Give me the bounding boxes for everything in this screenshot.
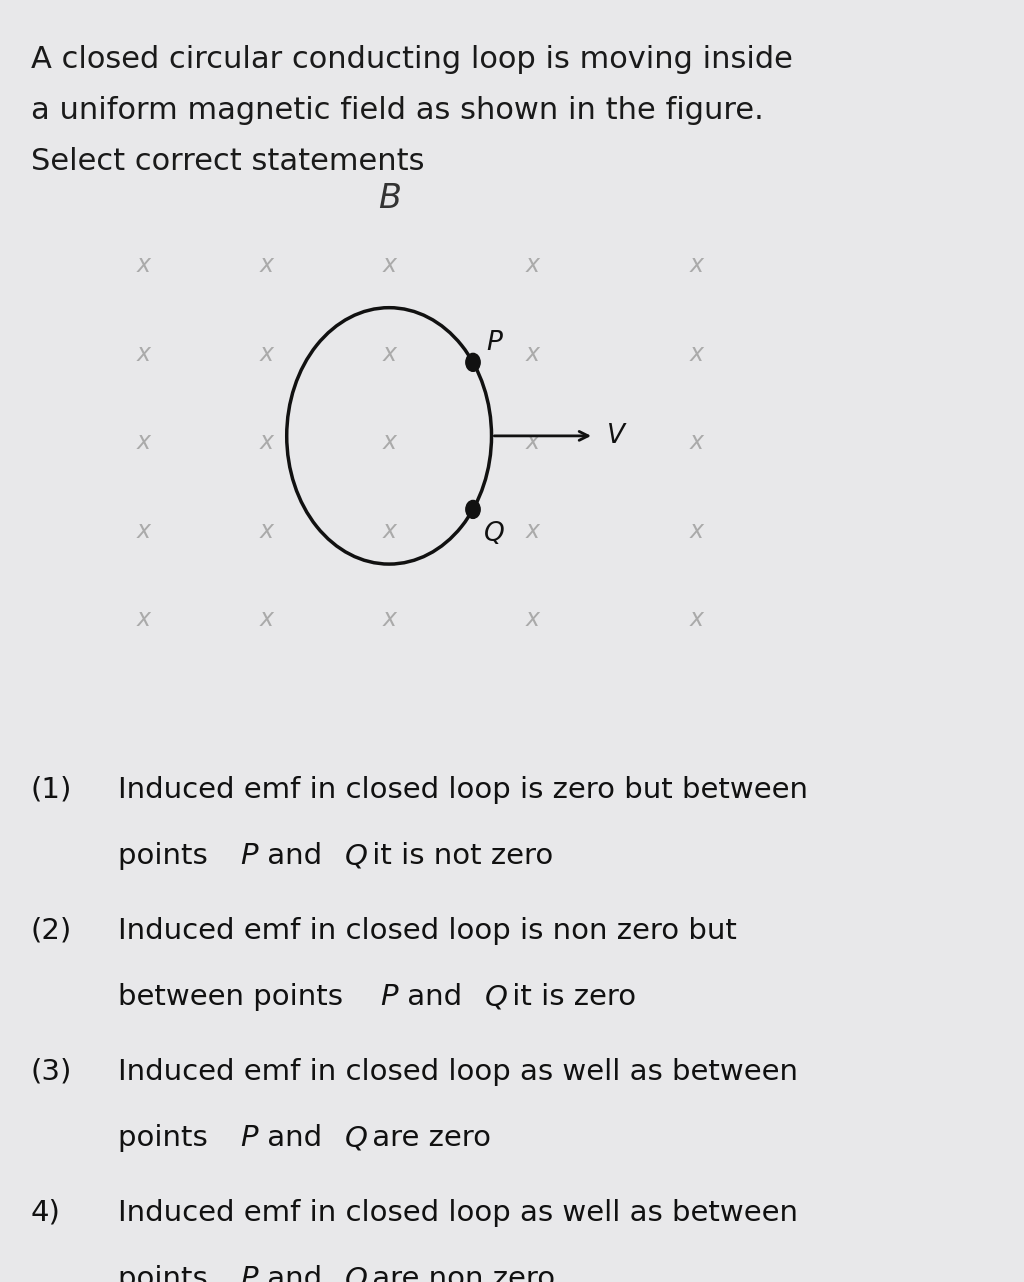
Text: it is zero: it is zero	[503, 983, 636, 1011]
Text: x: x	[382, 431, 396, 454]
Text: P: P	[241, 1265, 258, 1282]
Text: it is not zero: it is not zero	[362, 842, 553, 870]
Text: A closed circular conducting loop is moving inside: A closed circular conducting loop is mov…	[31, 45, 793, 74]
Text: $P$: $P$	[486, 329, 504, 356]
Text: (3): (3)	[31, 1058, 72, 1086]
Text: x: x	[689, 519, 703, 542]
Text: (1): (1)	[31, 776, 72, 804]
Text: x: x	[525, 342, 540, 365]
Text: x: x	[525, 608, 540, 631]
Text: and: and	[258, 842, 331, 870]
Text: x: x	[689, 342, 703, 365]
Text: x: x	[259, 608, 273, 631]
Text: x: x	[689, 431, 703, 454]
Text: Induced emf in closed loop as well as between: Induced emf in closed loop as well as be…	[118, 1199, 798, 1227]
Circle shape	[466, 354, 480, 372]
Text: x: x	[689, 254, 703, 277]
Text: points: points	[118, 1265, 217, 1282]
Text: $B$: $B$	[378, 182, 400, 215]
Text: are zero: are zero	[362, 1124, 490, 1153]
Text: x: x	[525, 254, 540, 277]
Text: and: and	[258, 1124, 331, 1153]
Text: (2): (2)	[31, 917, 72, 945]
Text: are non zero: are non zero	[362, 1265, 555, 1282]
Text: Q: Q	[345, 842, 369, 870]
Text: Induced emf in closed loop is non zero but: Induced emf in closed loop is non zero b…	[118, 917, 736, 945]
Text: x: x	[259, 342, 273, 365]
Text: x: x	[259, 431, 273, 454]
Text: x: x	[382, 342, 396, 365]
Text: x: x	[136, 519, 151, 542]
Text: Q: Q	[345, 1124, 369, 1153]
Text: x: x	[136, 608, 151, 631]
Text: P: P	[241, 842, 258, 870]
Text: Q: Q	[345, 1265, 369, 1282]
Text: $V$: $V$	[606, 423, 628, 449]
Text: x: x	[136, 254, 151, 277]
Text: and: and	[258, 1265, 331, 1282]
Text: P: P	[380, 983, 398, 1011]
Text: x: x	[136, 431, 151, 454]
Text: Induced emf in closed loop as well as between: Induced emf in closed loop as well as be…	[118, 1058, 798, 1086]
Text: x: x	[525, 431, 540, 454]
Text: x: x	[259, 519, 273, 542]
Text: points: points	[118, 1124, 217, 1153]
Text: Select correct statements: Select correct statements	[31, 147, 424, 177]
Text: a uniform magnetic field as shown in the figure.: a uniform magnetic field as shown in the…	[31, 96, 764, 126]
Circle shape	[466, 500, 480, 518]
Text: 4): 4)	[31, 1199, 60, 1227]
Text: and: and	[397, 983, 471, 1011]
Text: between points: between points	[118, 983, 352, 1011]
Text: P: P	[241, 1124, 258, 1153]
Text: x: x	[525, 519, 540, 542]
Text: Q: Q	[485, 983, 508, 1011]
Text: points: points	[118, 842, 217, 870]
Text: x: x	[136, 342, 151, 365]
Text: x: x	[382, 608, 396, 631]
Text: x: x	[382, 254, 396, 277]
Text: x: x	[382, 519, 396, 542]
Text: x: x	[689, 608, 703, 631]
Text: $Q$: $Q$	[483, 519, 505, 546]
Text: x: x	[259, 254, 273, 277]
Text: Induced emf in closed loop is zero but between: Induced emf in closed loop is zero but b…	[118, 776, 808, 804]
